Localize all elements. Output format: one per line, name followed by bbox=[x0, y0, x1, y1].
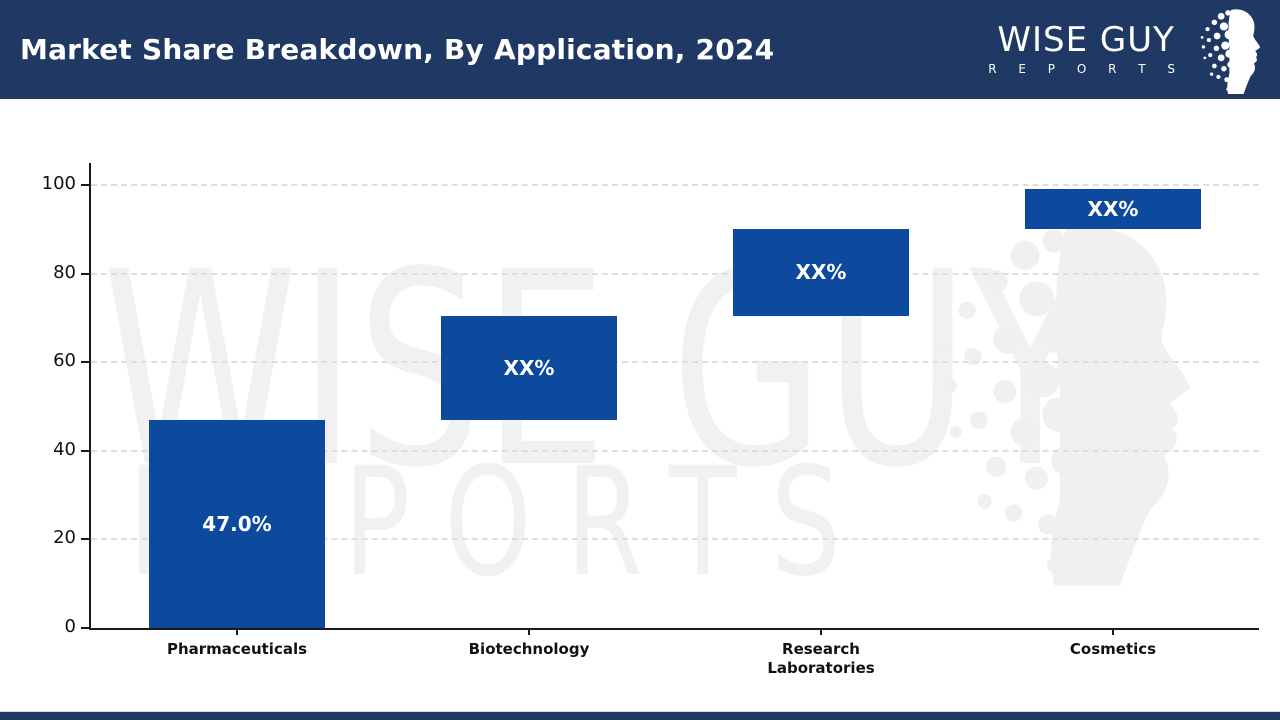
x-axis-category-label: Cosmetics bbox=[1069, 640, 1157, 658]
bar-value-label: XX% bbox=[795, 260, 847, 285]
gridline-80 bbox=[91, 272, 1259, 275]
brand-subtitle: R E P O R T S bbox=[988, 62, 1184, 76]
gridline-100 bbox=[91, 184, 1259, 186]
y-axis-tick-label: 80 bbox=[53, 261, 76, 283]
gridline-20 bbox=[91, 538, 1259, 541]
brand-name: WISE GUY bbox=[997, 20, 1175, 60]
bar-value-label: XX% bbox=[1087, 197, 1139, 222]
x-axis-category-label: Biotechnology bbox=[468, 640, 590, 658]
bar-cosmetics: XX% bbox=[1025, 189, 1201, 230]
y-axis-tick-label: 20 bbox=[53, 527, 76, 549]
bar-research-laboratories: XX% bbox=[733, 229, 909, 316]
gridline-60 bbox=[91, 361, 1259, 364]
x-axis-category-label: Pharmaceuticals bbox=[166, 640, 308, 658]
y-axis-tick-mark bbox=[81, 538, 89, 541]
y-axis-tick-label: 100 bbox=[41, 173, 76, 194]
x-axis-tick-mark bbox=[236, 628, 238, 635]
brand-logo: WISE GUY R E P O R T S bbox=[988, 4, 1272, 96]
y-axis-tick-mark bbox=[81, 361, 89, 364]
x-axis-tick-mark bbox=[820, 628, 822, 635]
y-axis-tick-label: 0 bbox=[64, 616, 76, 637]
gridline-40 bbox=[91, 449, 1259, 452]
y-axis-tick-mark bbox=[81, 627, 89, 629]
brand-text: WISE GUY R E P O R T S bbox=[988, 20, 1184, 76]
footer-bar bbox=[0, 712, 1280, 720]
wiseguy-head-icon bbox=[1200, 9, 1261, 94]
y-axis-tick-label: 60 bbox=[53, 350, 76, 372]
bar-biotechnology: XX% bbox=[441, 315, 617, 420]
bar-value-label: 47.0% bbox=[202, 511, 272, 536]
y-axis-tick-mark bbox=[81, 272, 89, 275]
y-axis-tick-label: 40 bbox=[53, 438, 76, 460]
x-axis-category-label: Research Laboratories bbox=[767, 640, 875, 677]
plot-area: 0 20 40 60 80 100 47.0% Pharmaceuticals XX% Biote… bbox=[42, 163, 1259, 677]
header-bar: Market Share Breakdown, By Application, … bbox=[0, 0, 1280, 99]
chart-title: Market Share Breakdown, By Application, … bbox=[20, 33, 775, 66]
bar-pharmaceuticals: 47.0% bbox=[149, 419, 325, 628]
bottom-border-line bbox=[0, 711, 1280, 712]
x-axis-tick-mark bbox=[1112, 628, 1114, 635]
y-axis-tick-mark bbox=[81, 184, 89, 186]
x-axis-tick-mark bbox=[528, 628, 530, 635]
y-axis-tick-mark bbox=[81, 449, 89, 452]
bar-value-label: XX% bbox=[503, 355, 555, 380]
